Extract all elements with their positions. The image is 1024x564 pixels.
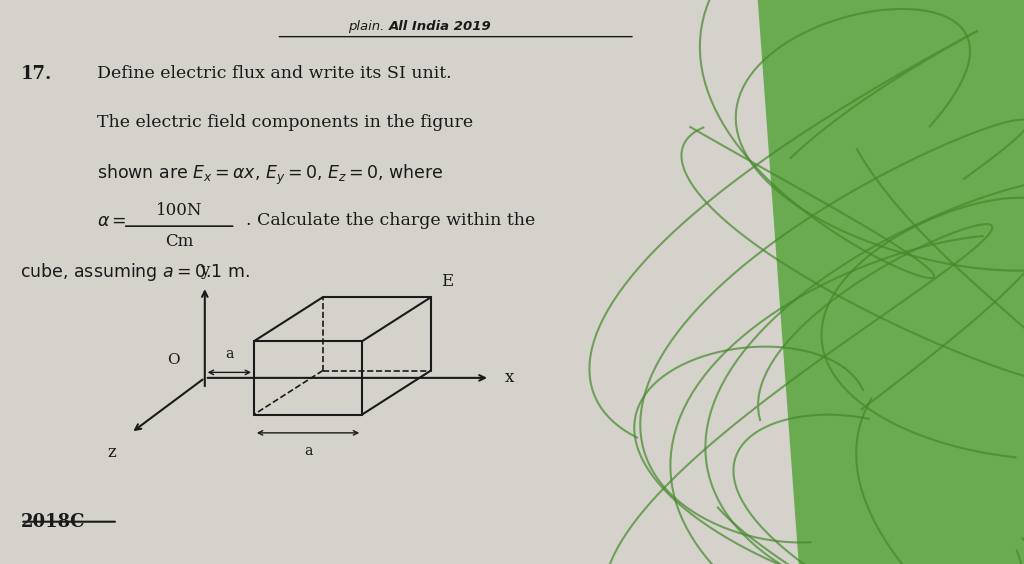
Text: 17.: 17. <box>20 65 52 83</box>
Text: shown are $E_x = \alpha x$, $E_y = 0$, $E_z = 0$, where: shown are $E_x = \alpha x$, $E_y = 0$, $… <box>97 163 443 187</box>
Text: Define electric flux and write its SI unit.: Define electric flux and write its SI un… <box>97 65 452 82</box>
Polygon shape <box>0 0 799 564</box>
Text: z: z <box>108 444 117 461</box>
Text: $\alpha = $: $\alpha = $ <box>97 212 127 230</box>
Text: a: a <box>304 444 312 458</box>
Text: The electric field components in the figure: The electric field components in the fig… <box>97 114 473 131</box>
Text: O: O <box>168 353 180 367</box>
Text: y: y <box>200 262 210 279</box>
Text: x: x <box>505 369 514 386</box>
Text: 100N: 100N <box>156 202 203 219</box>
Text: 2018C: 2018C <box>20 513 85 531</box>
Text: Cm: Cm <box>165 233 194 250</box>
Text: . Calculate the charge within the: . Calculate the charge within the <box>246 212 535 229</box>
Text: cube, assuming $a = 0.1$ m.: cube, assuming $a = 0.1$ m. <box>20 261 251 283</box>
Polygon shape <box>696 0 1024 564</box>
Text: E: E <box>440 273 453 290</box>
Text: a: a <box>225 347 233 362</box>
Text: plain.: plain. <box>348 20 389 33</box>
Text: All India 2019: All India 2019 <box>389 20 492 33</box>
